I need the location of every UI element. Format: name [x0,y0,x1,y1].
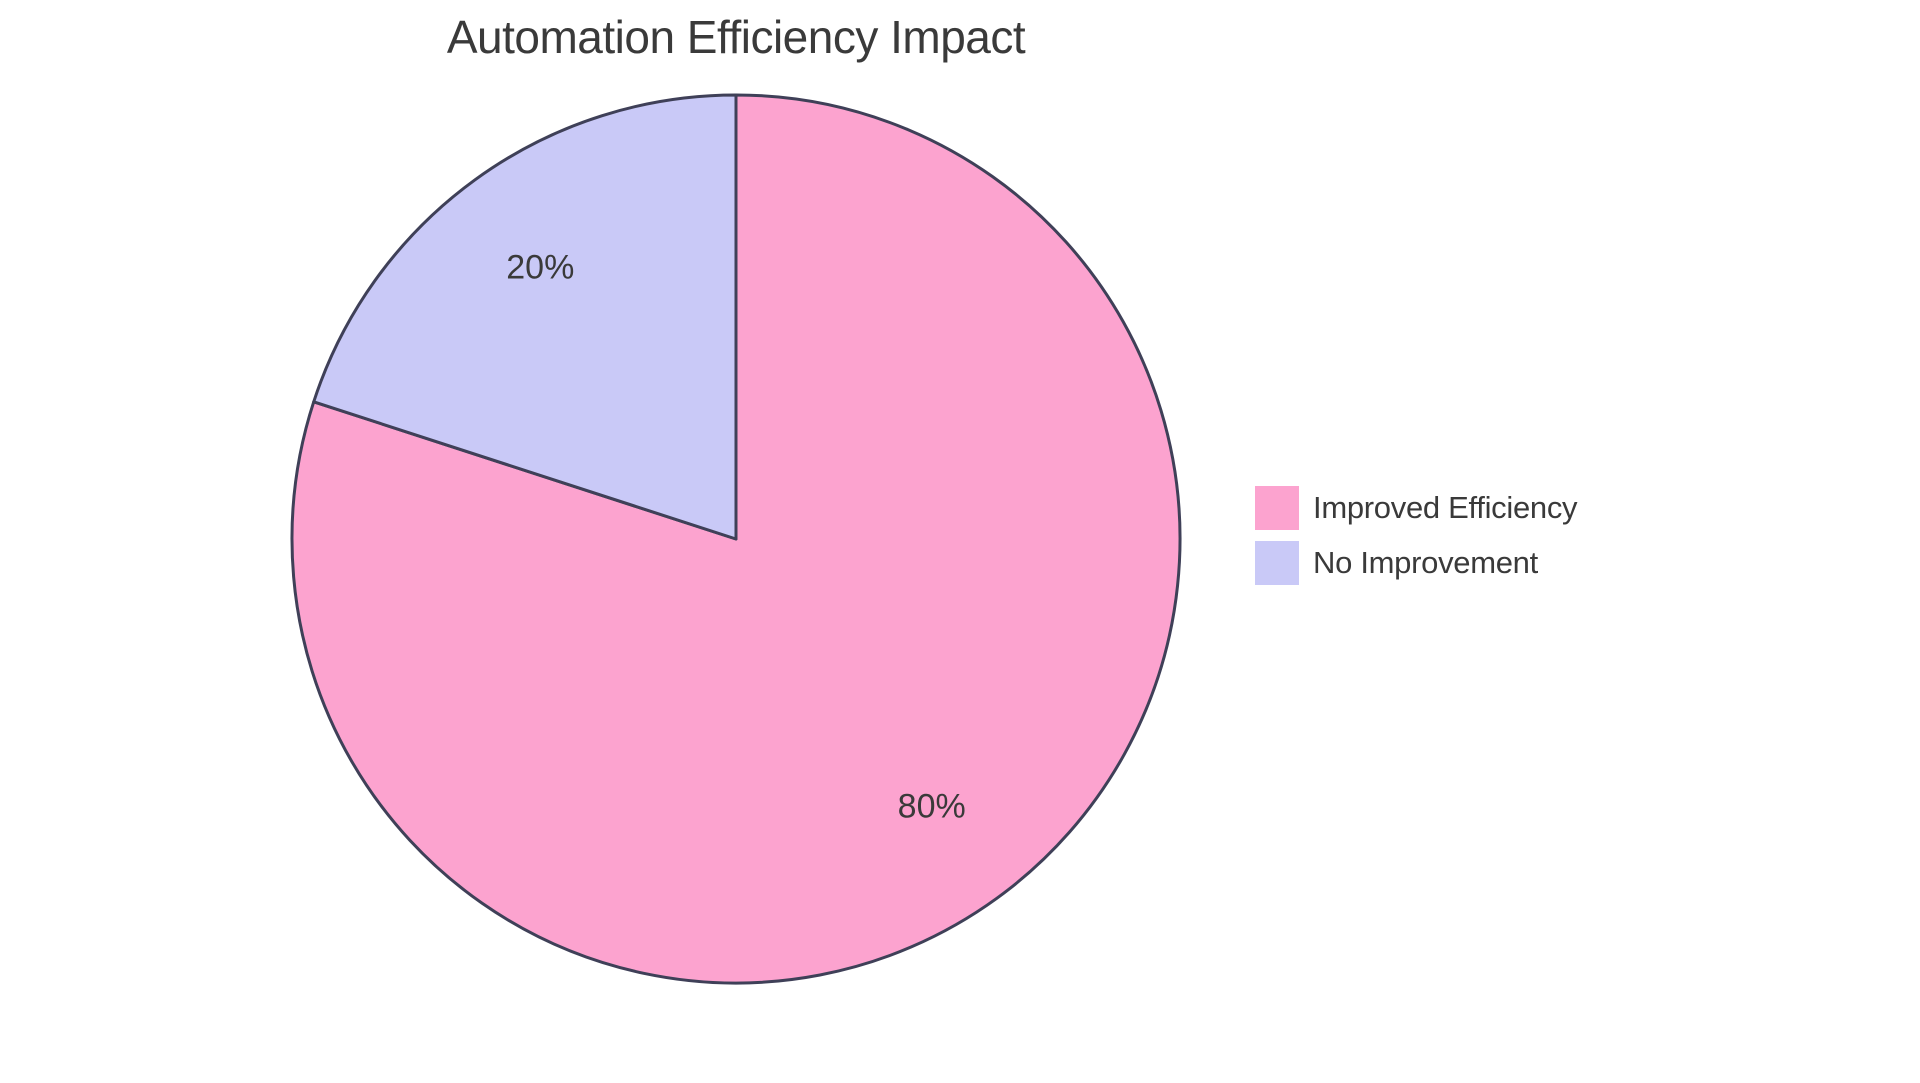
legend-swatch-improved-efficiency [1255,486,1299,530]
legend-item-improved-efficiency: Improved Efficiency [1255,486,1578,530]
legend-label-improved-efficiency: Improved Efficiency [1313,490,1578,525]
legend: Improved Efficiency No Improvement [1255,486,1578,585]
legend-swatch-no-improvement [1255,541,1299,585]
chart-title: Automation Efficiency Impact [446,11,1026,63]
legend-item-no-improvement: No Improvement [1255,541,1577,585]
legend-label-no-improvement: No Improvement [1313,545,1538,580]
pie-slice-no-improvement [312,93,738,541]
slice-percentage-label-improved-efficiency: 80% [898,787,966,825]
slice-percentage-label-no-improvement: 20% [506,249,574,287]
